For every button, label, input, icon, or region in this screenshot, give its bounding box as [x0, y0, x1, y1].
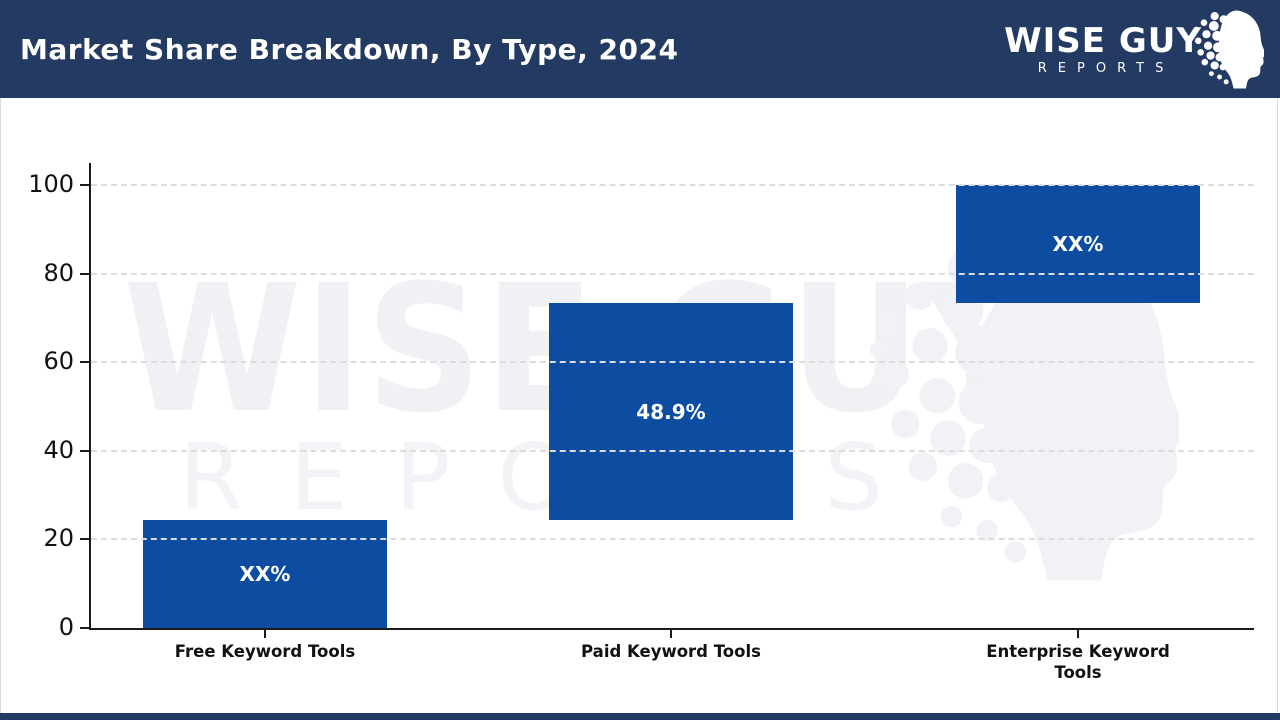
x-axis-line [89, 628, 1254, 630]
gridline [91, 272, 1254, 275]
y-axis-tick [80, 538, 89, 541]
wiseguy-head-icon [1192, 10, 1264, 89]
x-axis-tick [1077, 630, 1079, 638]
brand-subtitle: REPORTS [1037, 60, 1175, 76]
y-axis-tick-label: 100 [28, 170, 74, 198]
y-axis-tick [80, 449, 89, 452]
x-axis-category-label: Paid Keyword Tools [581, 642, 761, 661]
y-axis-tick [80, 184, 89, 186]
brand-logo: WISE GUY REPORTS [1004, 7, 1264, 91]
x-axis-category-label: Free Keyword Tools [174, 642, 356, 661]
bar-value-label: XX% [239, 561, 291, 586]
gridline [91, 538, 1254, 541]
footer-bar [0, 713, 1280, 720]
x-axis-tick [670, 630, 672, 638]
y-axis-tick [80, 272, 89, 275]
gridline [91, 361, 1254, 364]
brand-name: WISE GUY [1004, 20, 1202, 61]
gridline [91, 184, 1254, 186]
y-axis-tick [80, 361, 89, 364]
y-axis-tick [80, 627, 89, 629]
header: Market Share Breakdown, By Type, 2024 WI… [0, 0, 1280, 98]
x-axis-tick [264, 630, 266, 638]
bar-paid-keyword-tools [549, 303, 793, 520]
y-axis-tick-label: 0 [58, 613, 74, 641]
y-axis-tick-label: 60 [43, 347, 74, 376]
y-axis-tick-label: 40 [43, 435, 74, 464]
y-axis-tick-label: 20 [43, 524, 74, 553]
page-title: Market Share Breakdown, By Type, 2024 [20, 32, 679, 66]
bar-free-keyword-tools [143, 519, 387, 628]
y-axis-line [89, 163, 91, 630]
y-axis-tick-label: 80 [43, 258, 74, 287]
gridline [91, 449, 1254, 452]
bar-value-label: 48.9% [636, 399, 706, 424]
bar-value-label: XX% [1052, 232, 1104, 257]
brand-wordmark: WISE GUY REPORTS [1004, 24, 1202, 75]
bar-enterprise-keyword-tools [956, 185, 1200, 304]
x-axis-category-label: Enterprise Keyword Tools [986, 642, 1170, 683]
